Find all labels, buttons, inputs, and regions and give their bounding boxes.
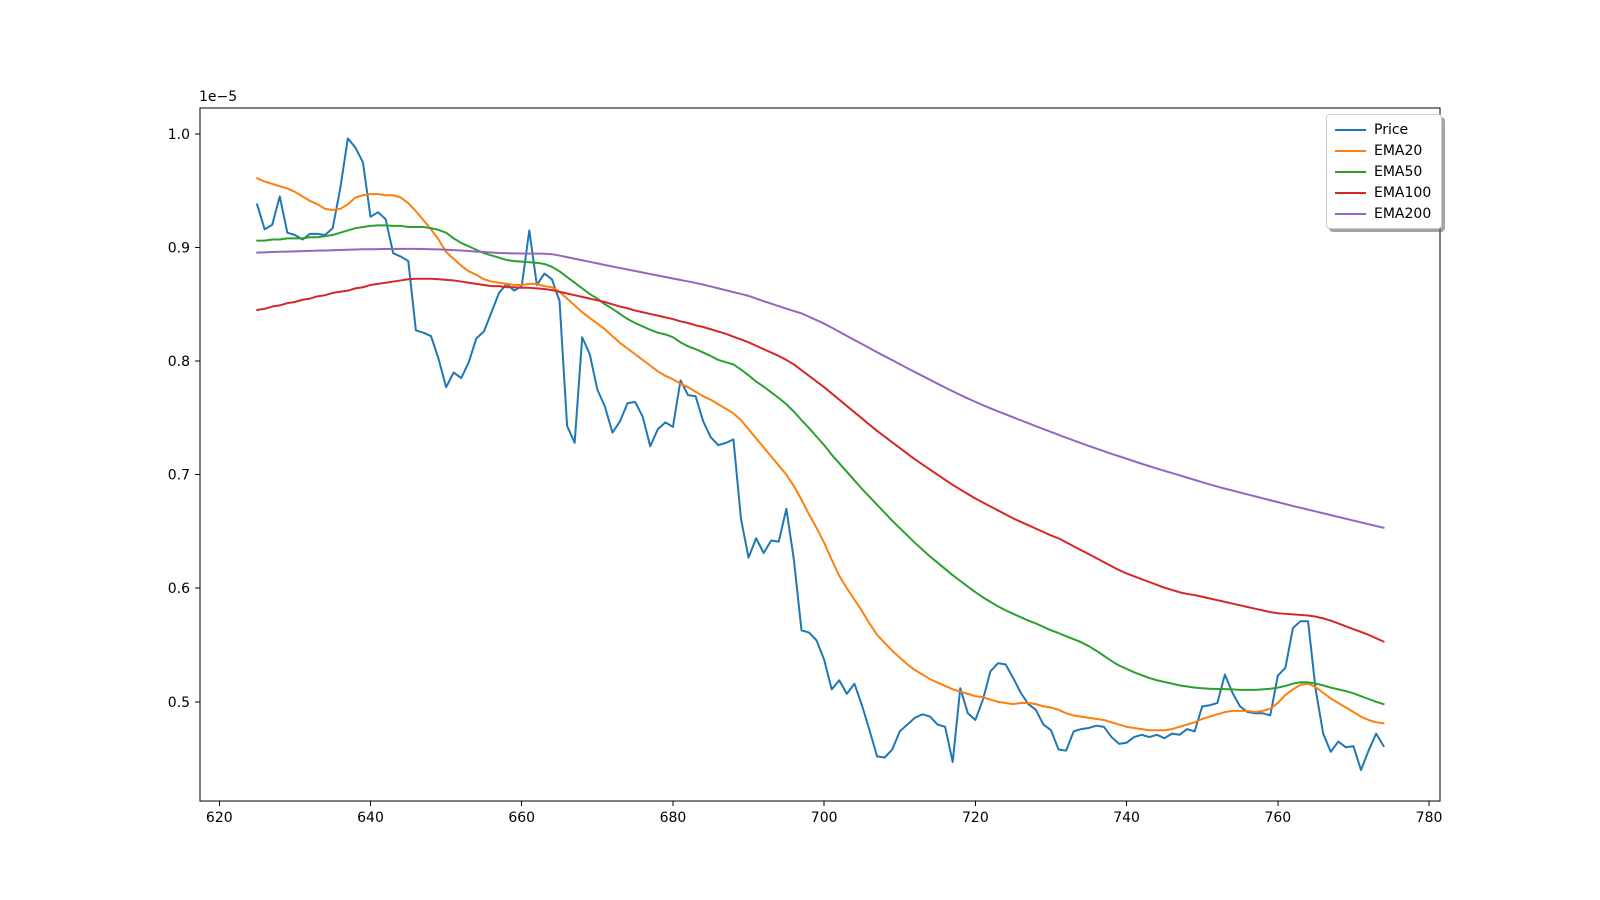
- legend-label-ema50: EMA50: [1374, 163, 1423, 180]
- legend-line-sample-ema50-icon: [1335, 170, 1366, 173]
- legend-label-ema200: EMA200: [1374, 205, 1432, 222]
- x-tick-label: 640: [357, 810, 384, 826]
- y-tick-label: 0.7: [168, 468, 190, 484]
- x-tick-label: 720: [962, 810, 989, 826]
- legend-item-ema50: EMA50: [1335, 161, 1431, 182]
- y-tick-label: 0.9: [168, 240, 190, 256]
- legend-label-ema20: EMA20: [1374, 142, 1423, 159]
- y-axis-offset-label: 1e−5: [199, 89, 237, 105]
- legend-line-sample-ema200-icon: [1335, 212, 1366, 215]
- x-tick-label: 740: [1113, 810, 1140, 826]
- x-tick-label: 660: [508, 810, 535, 826]
- legend-label-price: Price: [1374, 121, 1409, 138]
- legend-label-ema100: EMA100: [1374, 184, 1432, 201]
- x-tick-label: 780: [1416, 810, 1443, 826]
- plot-border: [199, 107, 1441, 802]
- legend: Price EMA20 EMA50 EMA100 EMA200: [1326, 114, 1443, 229]
- x-tick-label: 620: [206, 810, 233, 826]
- legend-line-sample-ema100-icon: [1335, 191, 1366, 194]
- y-tick-label: 1.0: [168, 127, 190, 143]
- y-tick-label: 0.5: [168, 695, 190, 711]
- series-line-price: [256, 137, 1385, 771]
- legend-item-price: Price: [1335, 119, 1431, 140]
- y-tick-label: 0.8: [168, 354, 190, 370]
- legend-line-sample-price-icon: [1335, 128, 1366, 131]
- legend-item-ema100: EMA100: [1335, 182, 1431, 203]
- y-tick-label: 0.6: [168, 581, 190, 597]
- x-tick-label: 680: [660, 810, 687, 826]
- legend-line-sample-ema20-icon: [1335, 149, 1366, 152]
- x-tick-label: 700: [811, 810, 838, 826]
- series-line-ema200: [256, 247, 1385, 529]
- series-line-ema100: [256, 277, 1385, 643]
- series-line-ema50: [256, 224, 1385, 706]
- x-tick-label: 760: [1264, 810, 1291, 826]
- legend-item-ema200: EMA200: [1335, 203, 1431, 224]
- legend-item-ema20: EMA20: [1335, 140, 1431, 161]
